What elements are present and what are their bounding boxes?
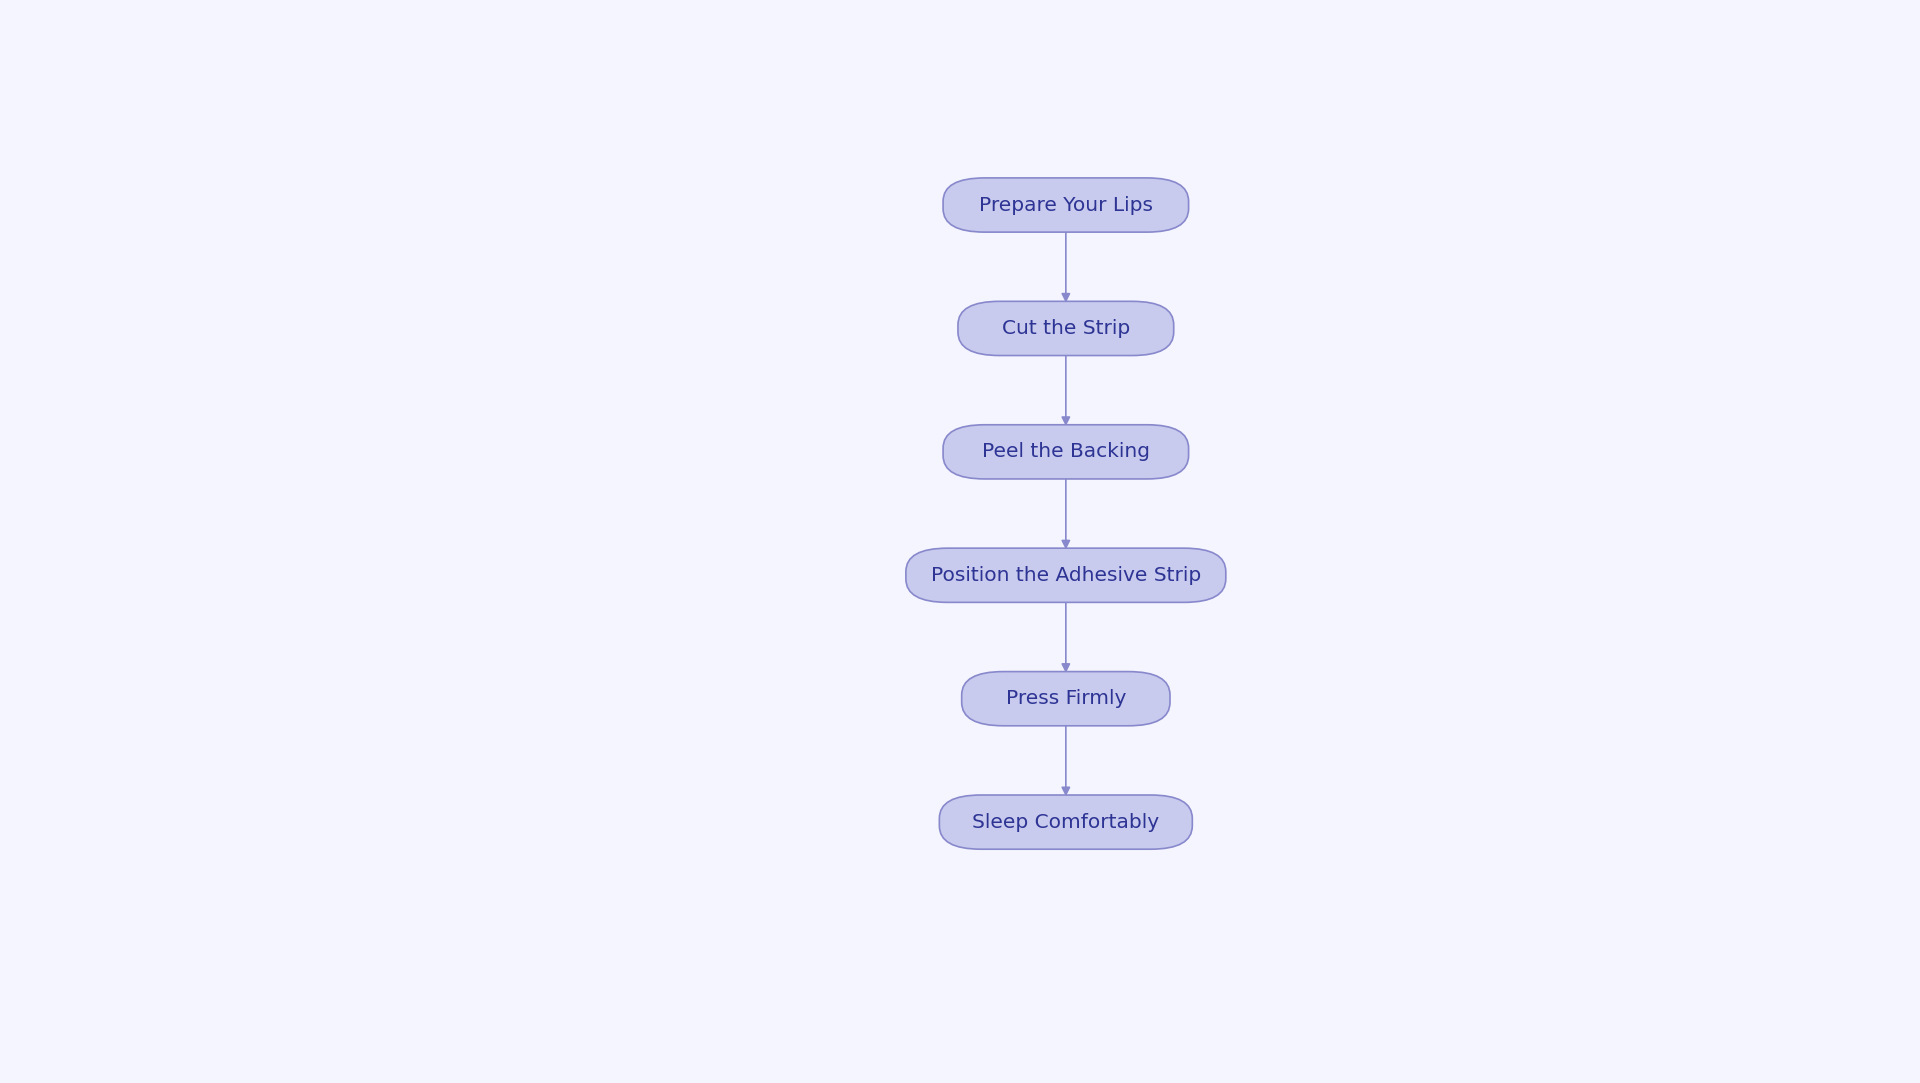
Text: Sleep Comfortably: Sleep Comfortably — [972, 812, 1160, 832]
FancyBboxPatch shape — [939, 795, 1192, 849]
Text: Position the Adhesive Strip: Position the Adhesive Strip — [931, 565, 1202, 585]
Text: Peel the Backing: Peel the Backing — [981, 442, 1150, 461]
FancyBboxPatch shape — [943, 178, 1188, 232]
FancyBboxPatch shape — [962, 671, 1169, 726]
FancyBboxPatch shape — [958, 301, 1173, 355]
FancyBboxPatch shape — [906, 548, 1225, 602]
FancyBboxPatch shape — [943, 425, 1188, 479]
Text: Press Firmly: Press Firmly — [1006, 689, 1125, 708]
Text: Prepare Your Lips: Prepare Your Lips — [979, 196, 1152, 214]
Text: Cut the Strip: Cut the Strip — [1002, 318, 1131, 338]
